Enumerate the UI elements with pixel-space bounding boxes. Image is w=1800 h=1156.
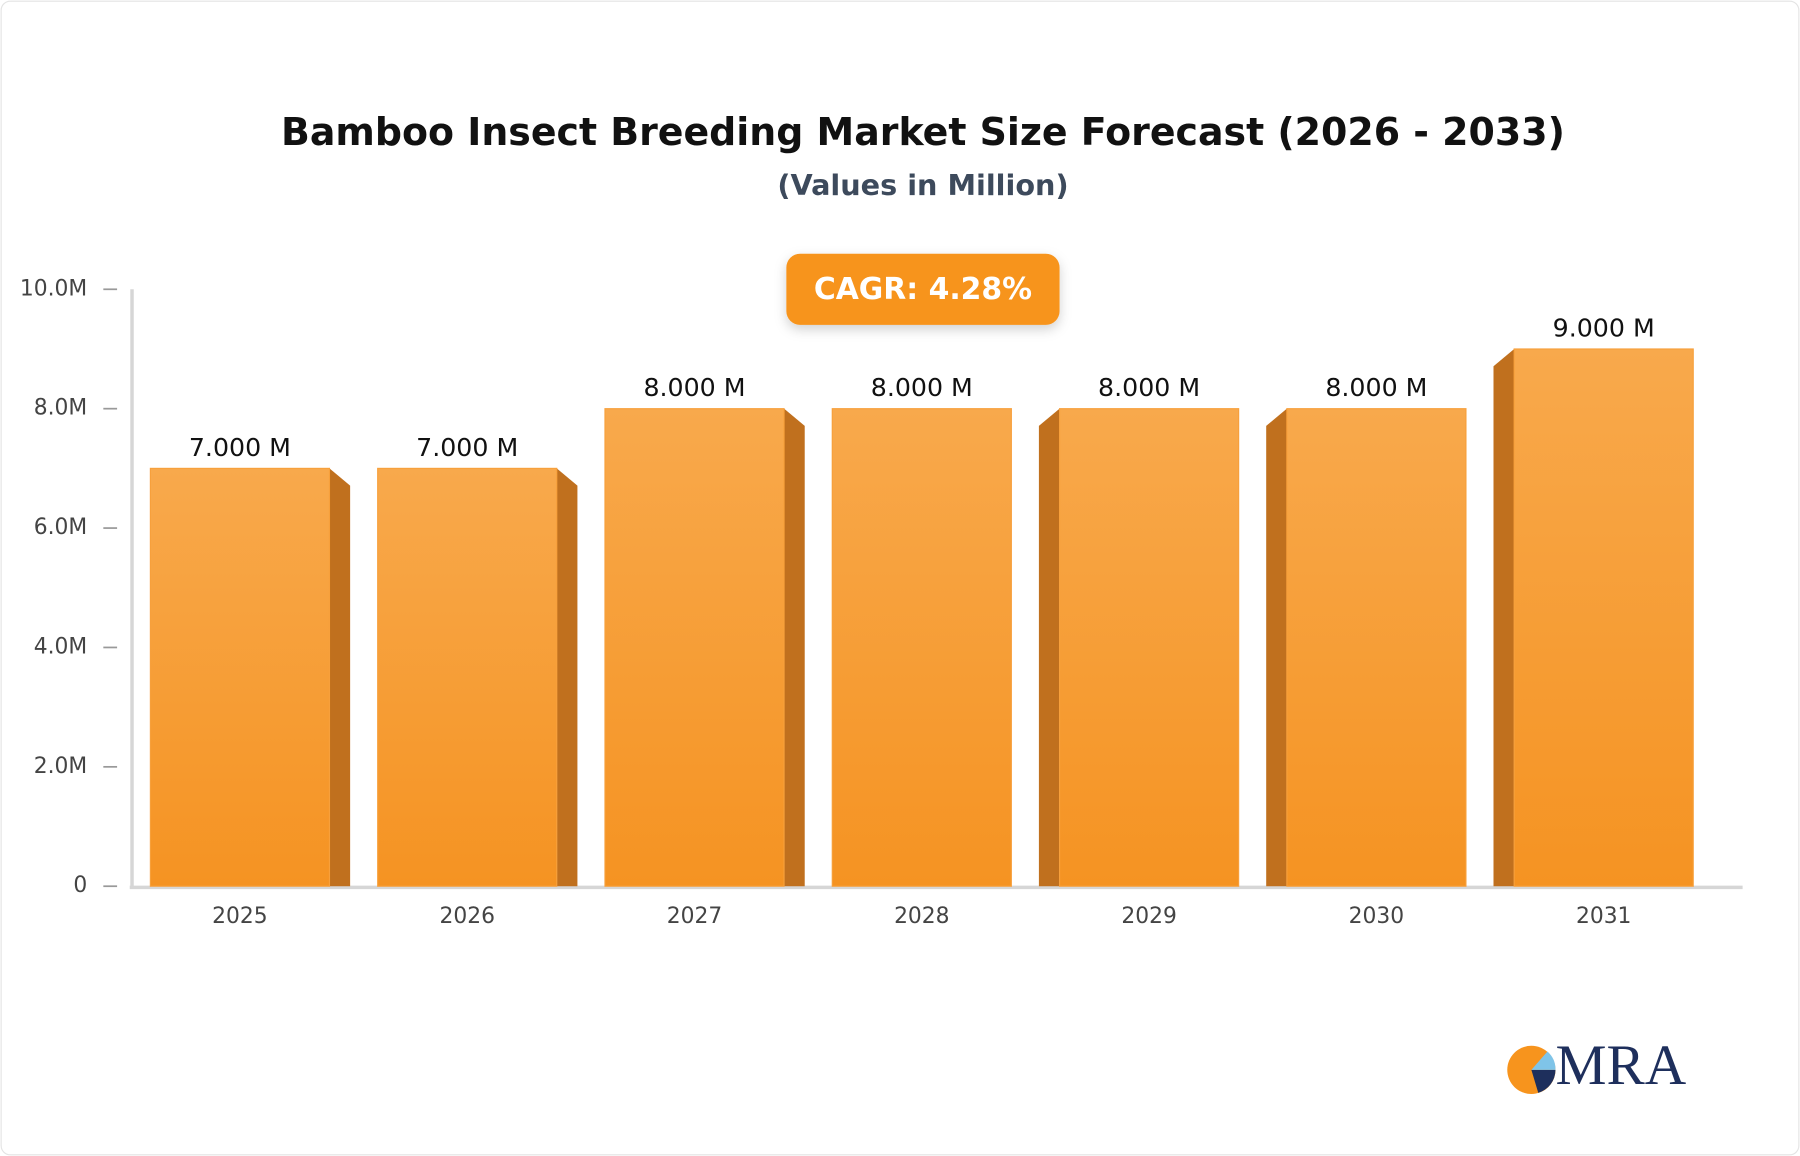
bar-side — [784, 408, 805, 887]
bar-side — [1038, 408, 1060, 887]
y-tick-label: 4.0M — [34, 634, 87, 659]
logo-slice — [1531, 1051, 1556, 1070]
cagr-label: CAGR: 4.28% — [814, 272, 1032, 307]
bar-side — [556, 468, 578, 887]
chart-title: Bamboo Insect Breeding Market Size Forec… — [281, 110, 1565, 154]
cagr-badge: CAGR: 4.28% — [786, 253, 1060, 325]
bar-side — [329, 468, 351, 887]
y-tick-label: 8.0M — [34, 396, 87, 421]
bar — [1286, 408, 1467, 887]
value-label: 8.000 M — [1325, 373, 1427, 402]
value-label: 7.000 M — [189, 433, 291, 462]
x-tick-label: 2026 — [439, 904, 494, 929]
x-tick-label: 2027 — [667, 904, 722, 929]
logo: MRA — [1507, 1034, 1687, 1097]
y-tick-label: 10.0M — [20, 276, 87, 301]
x-tick-label: 2030 — [1349, 904, 1404, 929]
chart-subtitle: (Values in Million) — [777, 168, 1068, 202]
logo-text: MRA — [1555, 1034, 1686, 1097]
x-tick-label: 2031 — [1576, 904, 1631, 929]
value-label: 8.000 M — [1098, 373, 1200, 402]
y-tick-label: 2.0M — [34, 754, 87, 779]
bar-side — [1493, 348, 1515, 887]
value-label: 7.000 M — [416, 433, 518, 462]
bar — [831, 408, 1012, 887]
value-label: 8.000 M — [643, 373, 745, 402]
bar-side — [1266, 408, 1287, 887]
x-tick-label: 2029 — [1121, 904, 1176, 929]
bar — [149, 467, 331, 887]
value-label: 8.000 M — [871, 373, 973, 402]
bar — [377, 467, 558, 887]
bar — [1058, 408, 1240, 887]
bar — [604, 408, 785, 887]
bar — [1513, 348, 1694, 887]
y-tick-label: 0 — [73, 873, 87, 898]
x-tick-label: 2028 — [894, 904, 949, 929]
y-tick-label: 6.0M — [34, 515, 87, 540]
value-label: 9.000 M — [1553, 313, 1655, 342]
x-tick-label: 2025 — [212, 904, 267, 929]
logo-slice — [1531, 1069, 1556, 1093]
badge-bg — [786, 253, 1060, 325]
